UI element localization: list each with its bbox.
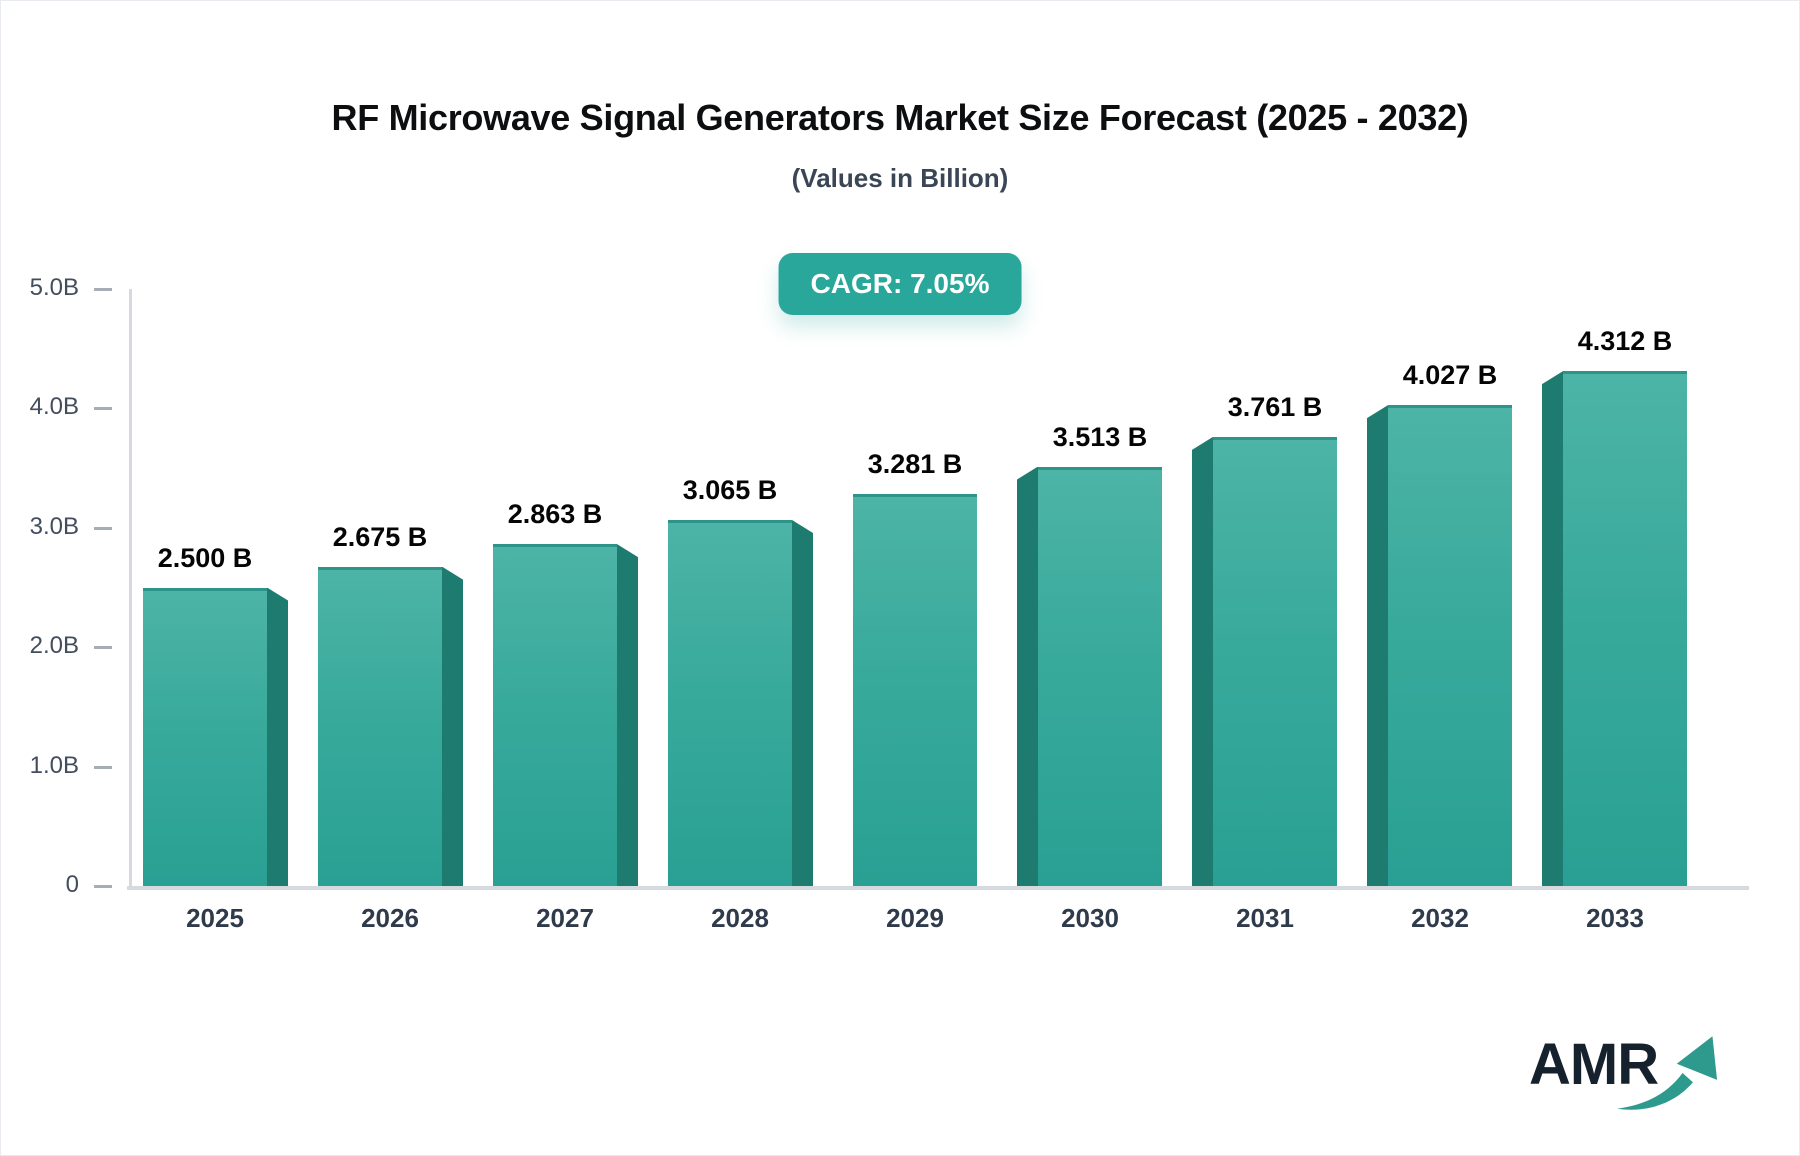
- growth-arrow-icon: [1617, 1036, 1718, 1110]
- y-axis-tick-mark: [94, 288, 112, 291]
- bar-3d-side: [1367, 405, 1388, 886]
- x-axis-label: 2026: [361, 903, 419, 933]
- x-axis-label: 2025: [186, 903, 244, 933]
- y-axis-tick-mark: [94, 885, 112, 888]
- bar-face: [1563, 371, 1687, 886]
- bar-face: [493, 544, 617, 886]
- cagr-badge: CAGR: 7.05%: [778, 253, 1022, 315]
- x-axis-label: 2032: [1411, 903, 1469, 933]
- bar-value-label: 3.761 B: [1227, 391, 1323, 422]
- chart-title: RF Microwave Signal Generators Market Si…: [331, 97, 1469, 138]
- y-axis-tick-label: 1.0B: [29, 751, 79, 779]
- bar-value-label: 2.863 B: [507, 499, 603, 530]
- x-axis-label: 2030: [1061, 903, 1119, 933]
- bar-value-label: 3.065 B: [682, 475, 778, 506]
- bar-face: [1388, 405, 1512, 886]
- y-axis-tick-mark: [94, 765, 112, 769]
- bar-3d-side: [1542, 371, 1563, 886]
- x-axis-line: [127, 886, 1749, 890]
- bar-value-label: 3.281 B: [867, 449, 963, 480]
- y-axis-line: [129, 289, 132, 889]
- x-axis-label: 2028: [711, 903, 769, 933]
- x-axis-label: 2031: [1236, 903, 1294, 933]
- y-axis-tick-label: 2.0B: [29, 632, 79, 660]
- bar-3d-side: [792, 520, 813, 886]
- bar-value-label: 2.500 B: [157, 542, 253, 573]
- y-axis-tick-mark: [94, 526, 112, 530]
- chart-subtitle: (Values in Billion): [791, 163, 1009, 193]
- bar-face: [1213, 436, 1337, 886]
- y-axis-tick-label: 3.0B: [29, 512, 79, 540]
- y-axis-tick-label: 5.0B: [29, 274, 79, 301]
- y-axis-tick-label: 0: [65, 871, 79, 898]
- x-axis-label: 2033: [1586, 903, 1644, 933]
- bar-face: [668, 520, 792, 886]
- bar-3d-side: [442, 566, 463, 886]
- y-axis-tick-label: 4.0B: [29, 393, 79, 421]
- bar-face: [1038, 466, 1162, 886]
- bar-value-label: 3.513 B: [1052, 421, 1148, 452]
- x-axis-label: 2029: [886, 903, 944, 933]
- bar-face: [143, 587, 267, 886]
- amr-logo-text: AMR: [1529, 1032, 1659, 1097]
- x-axis-label: 2027: [536, 903, 594, 933]
- amr-logo: AMR: [1529, 1031, 1729, 1121]
- bar-3d-side: [617, 544, 638, 886]
- bar-value-label: 4.312 B: [1577, 326, 1673, 357]
- bar-3d-side: [1017, 466, 1038, 886]
- bar-3d-side: [1192, 436, 1213, 886]
- bar-face: [318, 566, 442, 886]
- bar-3d-side: [267, 587, 288, 886]
- y-axis-tick-mark: [94, 407, 112, 411]
- bar-value-label: 4.027 B: [1402, 360, 1498, 391]
- bar-value-label: 2.675 B: [332, 521, 428, 552]
- y-axis-tick-mark: [94, 646, 112, 650]
- bar-face: [853, 494, 977, 886]
